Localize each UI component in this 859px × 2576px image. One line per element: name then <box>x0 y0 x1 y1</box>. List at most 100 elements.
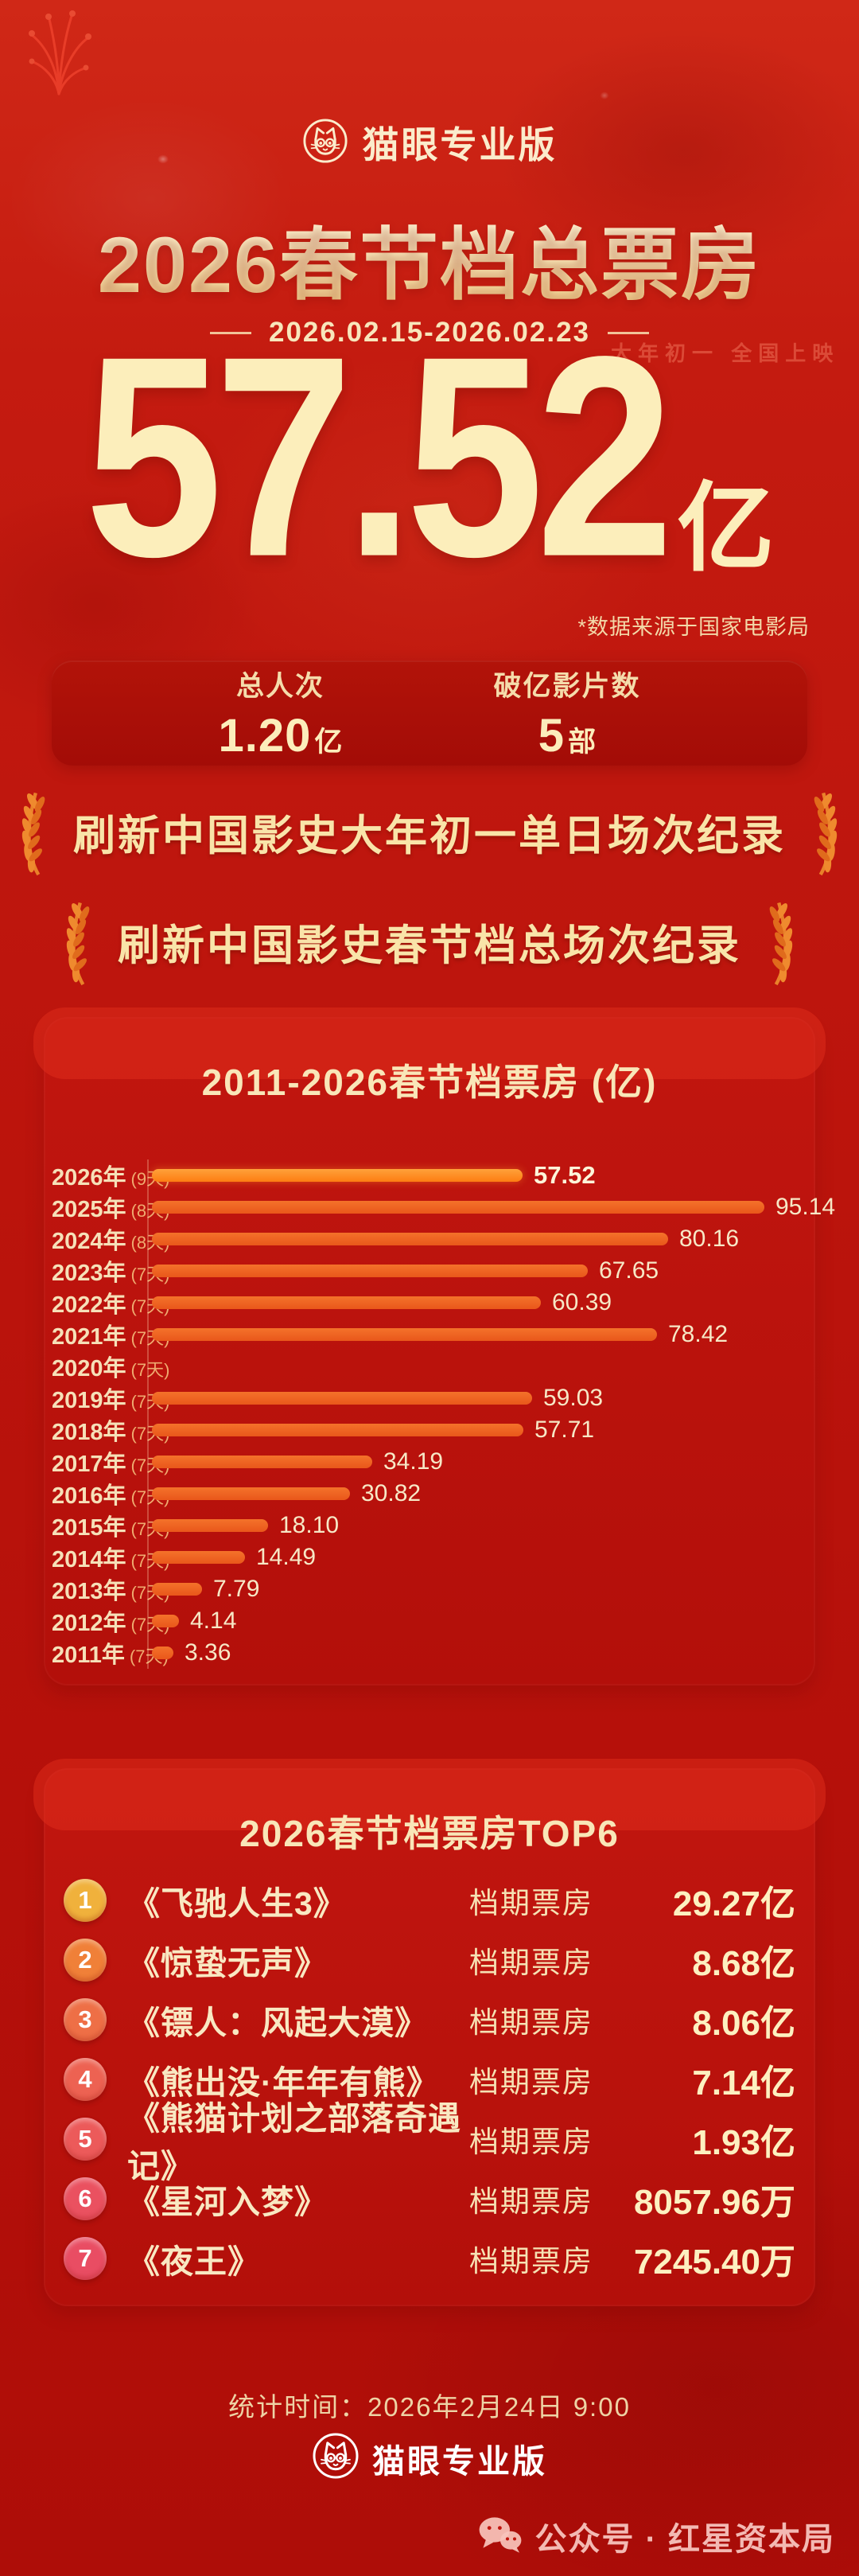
chart-value-label: 60.39 <box>552 1289 612 1315</box>
chart-value-label: 14.49 <box>256 1544 317 1570</box>
footer-brand-name: 猫眼专业版 <box>372 2442 547 2480</box>
chart-year-label: 2019年 <box>52 1388 126 1413</box>
wheat-laurel-icon <box>762 896 799 988</box>
maoyan-cat-icon <box>312 2432 360 2484</box>
total-box-office: 57.52 亿 <box>0 314 859 600</box>
chart-bar <box>152 1424 523 1436</box>
metric-label: 档期票房 <box>469 2244 593 2278</box>
chart-bar <box>152 1615 179 1627</box>
chart-value-label: 18.10 <box>279 1512 340 1538</box>
chart-row-label: 2011年 (7天) <box>52 1636 169 1670</box>
top-list-panel: 2026春节档票房TOP6 1 《飞驰人生3》 档期票房 29.27亿 2 《惊蛰无声》档… <box>33 1759 826 2306</box>
rank-badge: 1 <box>64 1878 107 1922</box>
chart-bar <box>152 1233 668 1245</box>
chart-row: 2025年 (8天) 95.14 <box>52 1191 835 1224</box>
movie-title: 《熊出没·年年有熊》 <box>127 2064 440 2101</box>
chart-bar <box>152 1519 268 1532</box>
rank-badge: 4 <box>64 2057 107 2101</box>
chart-value-label: 30.82 <box>361 1480 422 1506</box>
movie-title: 《夜王》 <box>127 2243 261 2280</box>
metric-label: 档期票房 <box>469 2005 593 2039</box>
chart-row: 2015年 (7天) 18.10 <box>52 1510 807 1541</box>
stat-label: 总人次 <box>235 671 325 702</box>
record-text: 刷新中国影史大年初一单日场次纪录 <box>73 813 786 859</box>
chart-bar-area: 59.03 <box>147 1382 807 1414</box>
watermark-text: 公众号 · 红星资本局 <box>534 2522 835 2557</box>
chart-row: 2020年 (7天) <box>52 1350 807 1382</box>
page-title: 2026春节档总票房 <box>0 201 859 315</box>
top-list-row: 5 《熊猫计划之部落奇遇记》 档期票房 1.93亿 <box>64 2100 795 2184</box>
movie-title: 《星河入梦》 <box>127 2183 328 2220</box>
chart-row-label: 2026年 (9天) <box>52 1159 169 1192</box>
chart-row-label: 2019年 (7天) <box>52 1382 169 1415</box>
chart-year-label: 2015年 <box>52 1515 126 1541</box>
rank-badge: 6 <box>64 2177 107 2220</box>
movie-title: 《惊蛰无声》 <box>127 1944 328 1982</box>
chart-value-label: 7.79 <box>213 1576 260 1602</box>
chart-days-label: (7天) <box>130 1360 170 1380</box>
metric-label: 档期票房 <box>469 1946 593 1979</box>
chart-value-label: 80.16 <box>679 1226 740 1252</box>
date-range: 2026.02.15-2026.02.23 <box>0 317 859 349</box>
chart-year-label: 2021年 <box>52 1324 126 1350</box>
movie-title: 《镖人：风起大漠》 <box>127 2004 428 2041</box>
chart-row-label: 2022年 (7天) <box>52 1286 169 1319</box>
chart-bar <box>152 1169 523 1182</box>
chart-row: 2026年 (9天) 57.52 <box>52 1159 807 1191</box>
chart-row: 2018年 (7天) 57.71 <box>52 1414 807 1446</box>
chart-bar-area: 57.71 <box>147 1414 807 1446</box>
brand-name: 猫眼专业版 <box>362 124 558 166</box>
chart-bar-area: 30.82 <box>147 1478 807 1510</box>
chart-bar-area: 3.36 <box>147 1637 807 1669</box>
chart-year-label: 2013年 <box>52 1579 126 1604</box>
chart-value-label: 4.14 <box>190 1608 237 1634</box>
total-value: 57.52 <box>84 298 674 617</box>
chart-bar <box>152 1296 541 1309</box>
chart-year-label: 2017年 <box>52 1452 126 1477</box>
chart-row: 2017年 (7天) 34.19 <box>52 1446 807 1478</box>
movie-box-office: 29.27亿 <box>672 1884 795 1923</box>
wheat-laurel-icon <box>807 786 843 879</box>
chart-value-label: 34.19 <box>383 1448 444 1475</box>
wheat-laurel-icon <box>60 896 97 988</box>
chart-year-label: 2016年 <box>52 1483 126 1509</box>
stat-value: 5 <box>538 710 566 762</box>
chart-year-label: 2022年 <box>52 1292 126 1318</box>
stat-label: 破亿影片数 <box>493 671 641 702</box>
chart-bar-area: 60.39 <box>147 1287 807 1319</box>
chart-row-label: 2025年 (8天) <box>52 1191 169 1224</box>
chart-bar-area: 95.14 <box>147 1191 835 1223</box>
chart-bar-area: 80.16 <box>147 1223 807 1255</box>
metric-label: 档期票房 <box>469 1886 593 1919</box>
chart-bar-area: 78.42 <box>147 1319 807 1350</box>
stat-time: 统计时间：2026年2月24日 9:00 <box>228 2392 631 2422</box>
record-banner-2: 刷新中国影史春节档总场次纪录 <box>0 896 859 988</box>
top-list-row: 2 《惊蛰无声》 档期票房 8.68亿 <box>64 1930 795 1989</box>
firework-icon <box>29 10 91 95</box>
chart-bar <box>152 1265 588 1277</box>
chart-value-label: 57.52 <box>534 1161 596 1189</box>
chart-year-label: 2024年 <box>52 1229 126 1254</box>
chart-bar <box>152 1328 657 1341</box>
rank-badge: 3 <box>64 1997 107 2041</box>
chart-value-label: 57.71 <box>534 1417 595 1443</box>
movie-box-office: 8.06亿 <box>692 2003 795 2043</box>
chart-bar <box>152 1647 173 1659</box>
chart-row: 2011年 (7天) 3.36 <box>52 1637 807 1669</box>
top-list-title: 2026春节档票房TOP6 <box>239 1813 620 1854</box>
chart-row-label: 2023年 (7天) <box>52 1254 169 1288</box>
footer-brand: 猫眼专业版 <box>0 2432 859 2484</box>
chart-bar-area: 34.19 <box>147 1446 807 1478</box>
chart-row: 2014年 (7天) 14.49 <box>52 1541 807 1573</box>
rank-badge: 5 <box>64 2117 107 2161</box>
stat-unit: 亿 <box>314 727 343 758</box>
stat-unit: 部 <box>568 727 597 758</box>
chart-bar <box>152 1201 764 1214</box>
top-list-row: 3 《镖人：风起大漠》 档期票房 8.06亿 <box>64 1989 795 2049</box>
movie-title: 《熊猫计划之部落奇遇记》 <box>127 2099 461 2184</box>
stat-value: 1.20 <box>218 710 312 762</box>
stat-total-admissions: 总人次 1.20 亿 <box>219 664 343 762</box>
chart-year-label: 2025年 <box>52 1197 126 1222</box>
